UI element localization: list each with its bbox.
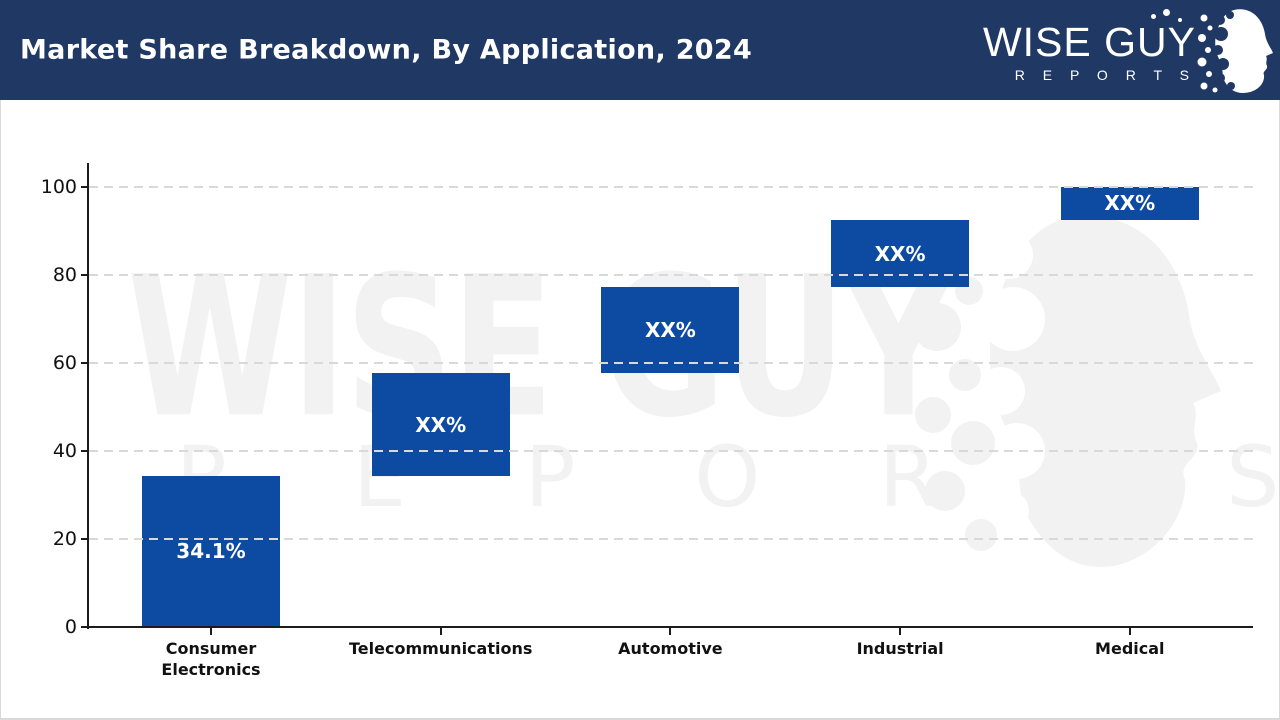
x-tick-label-line: Electronics — [161, 659, 261, 679]
y-gridline — [89, 449, 1253, 452]
y-tick-label: 0 — [64, 615, 77, 638]
y-tick-label: 60 — [52, 351, 77, 374]
x-axis-spine — [86, 625, 1253, 628]
logo-dot — [1151, 14, 1156, 19]
bar-value-label: XX% — [415, 412, 467, 437]
logo-head-profile-icon — [1197, 9, 1273, 94]
y-axis-spine — [86, 163, 89, 629]
bar — [142, 476, 280, 627]
x-tick-label: Telecommunications — [331, 638, 551, 659]
y-tick-label: 40 — [52, 439, 77, 462]
x-tick-mark — [669, 628, 672, 635]
y-gridline — [89, 273, 1253, 276]
x-tick-mark — [439, 628, 442, 635]
logo-text-reports: R E P O R T S — [1014, 67, 1196, 83]
y-tick-mark — [81, 273, 88, 276]
x-tick-mark — [899, 628, 902, 635]
y-tick-mark — [81, 361, 88, 364]
watermark-wise-guy: WISE GUY — [127, 234, 953, 461]
logo-dot — [1163, 9, 1170, 16]
y-tick-mark — [81, 185, 88, 188]
bar — [1060, 186, 1199, 220]
wise-guy-reports-logo: WISE GUY R E P O R T S — [983, 0, 1274, 100]
y-tick-mark — [81, 537, 88, 540]
x-tick-label-line: Medical — [1095, 638, 1165, 658]
y-tick-label: 80 — [52, 263, 77, 286]
bar-value-label: XX% — [874, 241, 926, 266]
logo-dot — [1178, 18, 1182, 22]
y-gridline — [89, 537, 1253, 540]
logo-text-wise-guy: WISE GUY — [982, 19, 1196, 65]
x-tick-label: Medical — [1020, 638, 1240, 659]
y-gridline — [89, 185, 1253, 188]
x-tick-label-line: Automotive — [618, 638, 723, 658]
x-tick-label-line: Industrial — [856, 638, 944, 658]
x-tick-label: Automotive — [560, 638, 780, 659]
bar — [601, 287, 740, 374]
bar-value-label: 34.1% — [176, 539, 246, 564]
bar-value-label: XX% — [1104, 191, 1156, 216]
bar-value-label: XX% — [644, 318, 696, 343]
bar — [371, 373, 510, 477]
x-tick-mark — [210, 628, 212, 635]
header-bar: Market Share Breakdown, By Application, … — [0, 0, 1280, 100]
y-tick-label: 100 — [40, 175, 77, 198]
y-gridline — [89, 361, 1253, 364]
x-tick-label-line: Telecommunications — [348, 638, 533, 658]
bar — [831, 219, 970, 288]
y-tick-mark — [81, 625, 88, 628]
x-tick-label: Industrial — [790, 638, 1010, 659]
logo-wordmark: WISE GUY R E P O R T S — [983, 20, 1196, 83]
y-tick-mark — [81, 449, 88, 452]
x-tick-label: Consumer Electronics — [101, 638, 321, 680]
x-tick-mark — [1128, 628, 1131, 635]
x-tick-label-line: Consumer — [165, 638, 257, 658]
y-tick-label: 20 — [52, 527, 77, 550]
chart-title: Market Share Breakdown, By Application, … — [20, 34, 753, 66]
